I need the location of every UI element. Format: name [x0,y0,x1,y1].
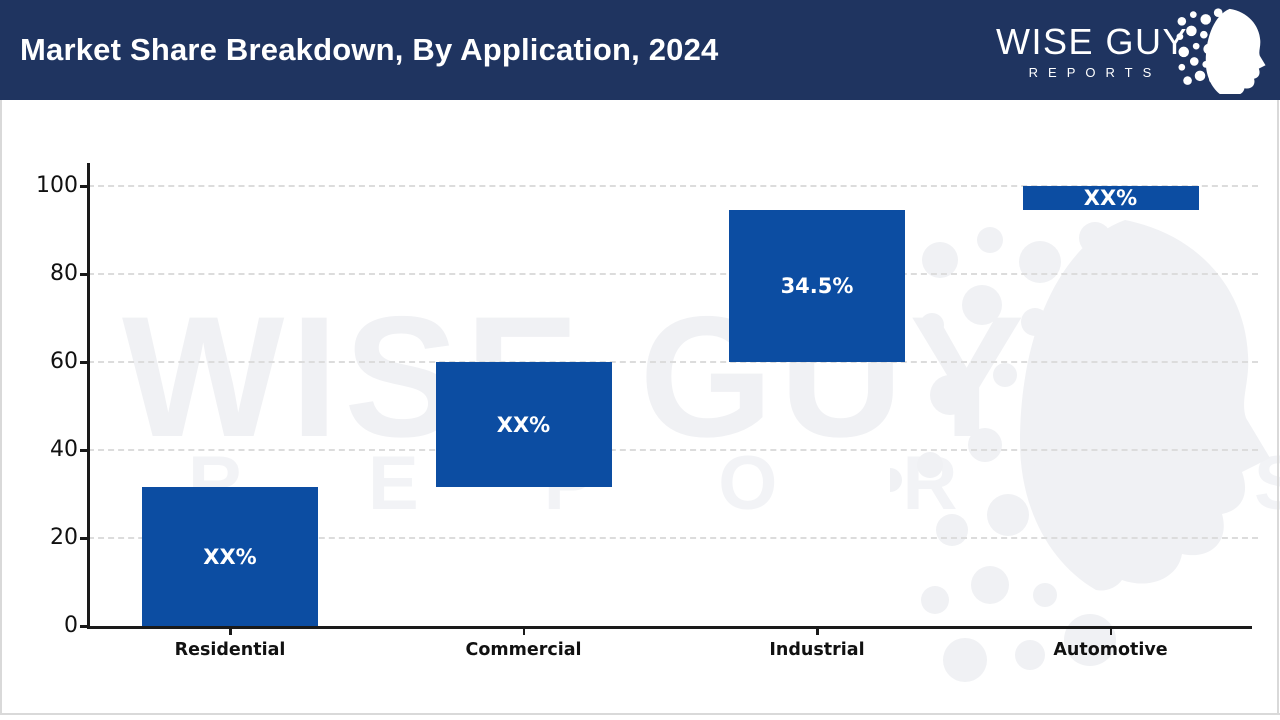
bar-value-label: XX% [1083,186,1138,211]
x-axis-category-label: Commercial [465,640,582,660]
bar-value-label: XX% [203,544,257,569]
x-axis-category-label: Residential [174,640,286,660]
right-border [1277,100,1279,715]
logo-face-icon [1176,8,1266,94]
y-axis-tick [80,185,87,188]
x-axis-category-label: Automotive [1053,640,1168,660]
y-axis-tick-label: 0 [64,613,78,638]
watermark-face-icon [890,220,1270,682]
y-axis-tick [80,625,87,628]
y-axis-tick [80,449,87,452]
gridline-y80 [88,273,1258,275]
x-axis-tick [229,628,232,635]
bar-value-label: XX% [496,412,551,437]
y-axis-tick-label: 80 [50,261,78,286]
wiseguy-logo: WISE GUY REPORTS [996,6,1280,94]
y-axis-tick-label: 60 [50,349,78,374]
x-axis-tick [1109,628,1112,635]
logo-subtitle: REPORTS [1028,64,1162,80]
bar-automotive: XX% [1022,186,1199,211]
x-axis-category-label: Industrial [769,640,865,660]
logo-wordmark: WISE GUY [995,20,1188,62]
wiseguy-logo-text: WISE GUY REPORTS [996,21,1188,80]
bar-commercial: XX% [435,362,612,488]
gridline-y40 [88,449,1258,451]
y-axis-tick [80,361,87,364]
chart-title: Market Share Breakdown, By Application, … [20,32,719,67]
bar-residential: XX% [142,487,318,626]
left-border [0,100,2,715]
gridline-y60 [88,361,1258,363]
x-axis-tick [522,628,525,635]
y-axis-spine [87,163,90,628]
gridline-y20 [88,537,1258,539]
header-band: Market Share Breakdown, By Application, … [0,0,1280,100]
x-axis-tick [816,628,819,635]
y-axis-tick-label: 40 [50,437,78,462]
y-axis-tick [80,273,87,276]
bar-value-label: 34.5% [780,274,854,299]
y-axis-tick-label: 20 [50,525,78,550]
gridline-y100 [88,185,1258,187]
y-axis-tick [80,537,87,540]
bar-industrial: 34.5% [729,210,905,362]
x-axis-spine [87,626,1252,629]
y-axis-tick-label: 100 [36,173,78,198]
bottom-border [0,713,1280,715]
